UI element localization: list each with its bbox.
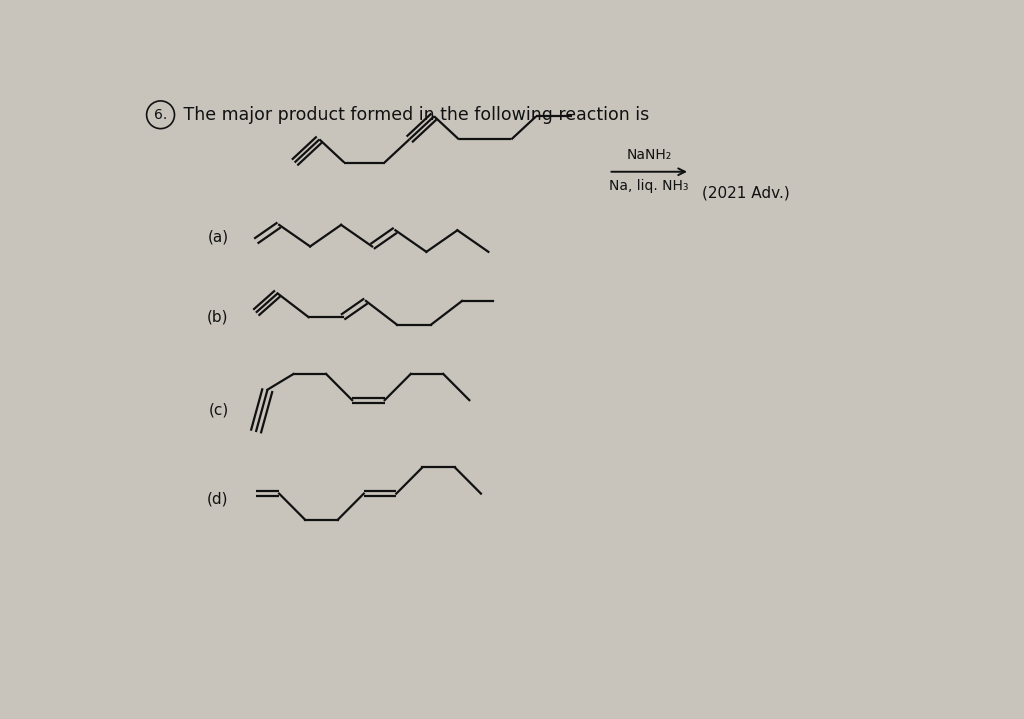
Text: 6.: 6. bbox=[154, 108, 167, 122]
Text: NaNH₂: NaNH₂ bbox=[627, 147, 672, 162]
Text: The major product formed in the following reaction is: The major product formed in the followin… bbox=[178, 106, 649, 124]
Text: (a): (a) bbox=[208, 229, 228, 244]
Text: (b): (b) bbox=[207, 309, 228, 324]
Text: (d): (d) bbox=[207, 492, 228, 506]
Text: (c): (c) bbox=[209, 403, 228, 418]
Text: Na, liq. NH₃: Na, liq. NH₃ bbox=[609, 180, 689, 193]
Text: (2021 Adv.): (2021 Adv.) bbox=[701, 186, 790, 201]
